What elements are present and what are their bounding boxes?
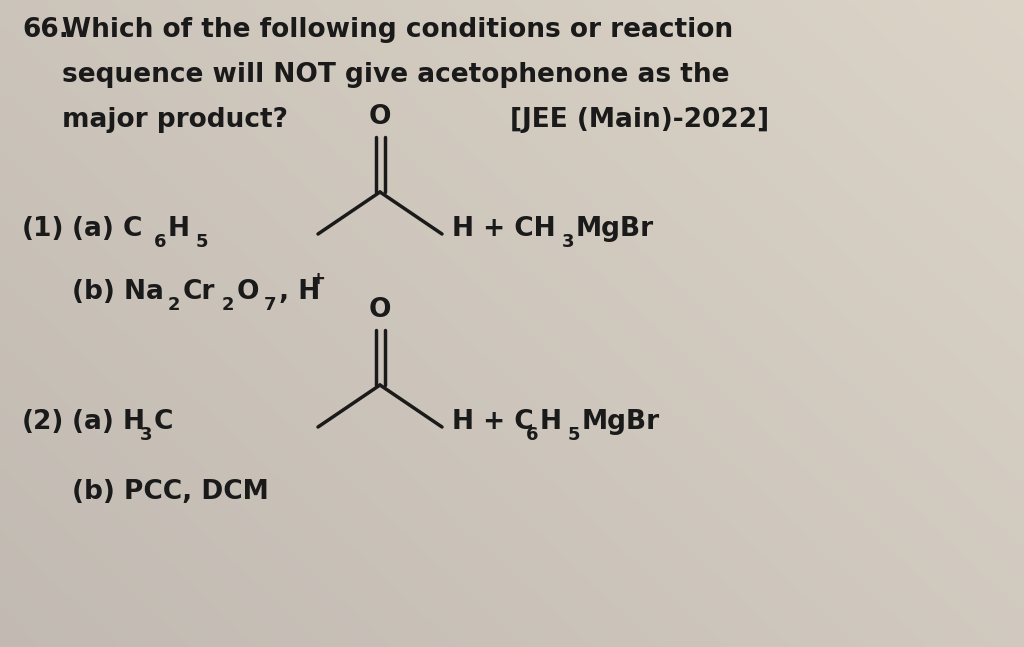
Text: [JEE (Main)-2022]: [JEE (Main)-2022] <box>510 107 769 133</box>
Text: (b) Na: (b) Na <box>72 279 164 305</box>
Text: MgBr: MgBr <box>575 216 654 242</box>
Text: (a) H: (a) H <box>72 409 145 435</box>
Text: +: + <box>310 270 325 288</box>
Text: 6: 6 <box>526 426 539 444</box>
Text: 7: 7 <box>264 296 276 314</box>
Text: 6: 6 <box>154 233 167 251</box>
Text: 3: 3 <box>140 426 153 444</box>
Text: Cr: Cr <box>183 279 215 305</box>
Text: H + C: H + C <box>452 409 534 435</box>
Text: 3: 3 <box>562 233 574 251</box>
Text: H + CH: H + CH <box>452 216 556 242</box>
Text: major product?: major product? <box>62 107 288 133</box>
Text: 5: 5 <box>196 233 209 251</box>
Text: MgBr: MgBr <box>582 409 660 435</box>
Text: (a) C: (a) C <box>72 216 142 242</box>
Text: (1): (1) <box>22 216 65 242</box>
Text: C: C <box>154 409 173 435</box>
Text: 2: 2 <box>222 296 234 314</box>
Text: H: H <box>168 216 190 242</box>
Text: Which of the following conditions or reaction: Which of the following conditions or rea… <box>62 17 733 43</box>
Text: 66.: 66. <box>22 17 69 43</box>
Text: , H: , H <box>279 279 321 305</box>
Text: O: O <box>237 279 259 305</box>
Text: (2): (2) <box>22 409 65 435</box>
Text: 5: 5 <box>568 426 581 444</box>
Text: 2: 2 <box>168 296 180 314</box>
Text: sequence will NOT give acetophenone as the: sequence will NOT give acetophenone as t… <box>62 62 729 88</box>
Text: (b) PCC, DCM: (b) PCC, DCM <box>72 479 268 505</box>
Text: O: O <box>369 104 391 130</box>
Text: H: H <box>540 409 562 435</box>
Text: O: O <box>369 297 391 323</box>
